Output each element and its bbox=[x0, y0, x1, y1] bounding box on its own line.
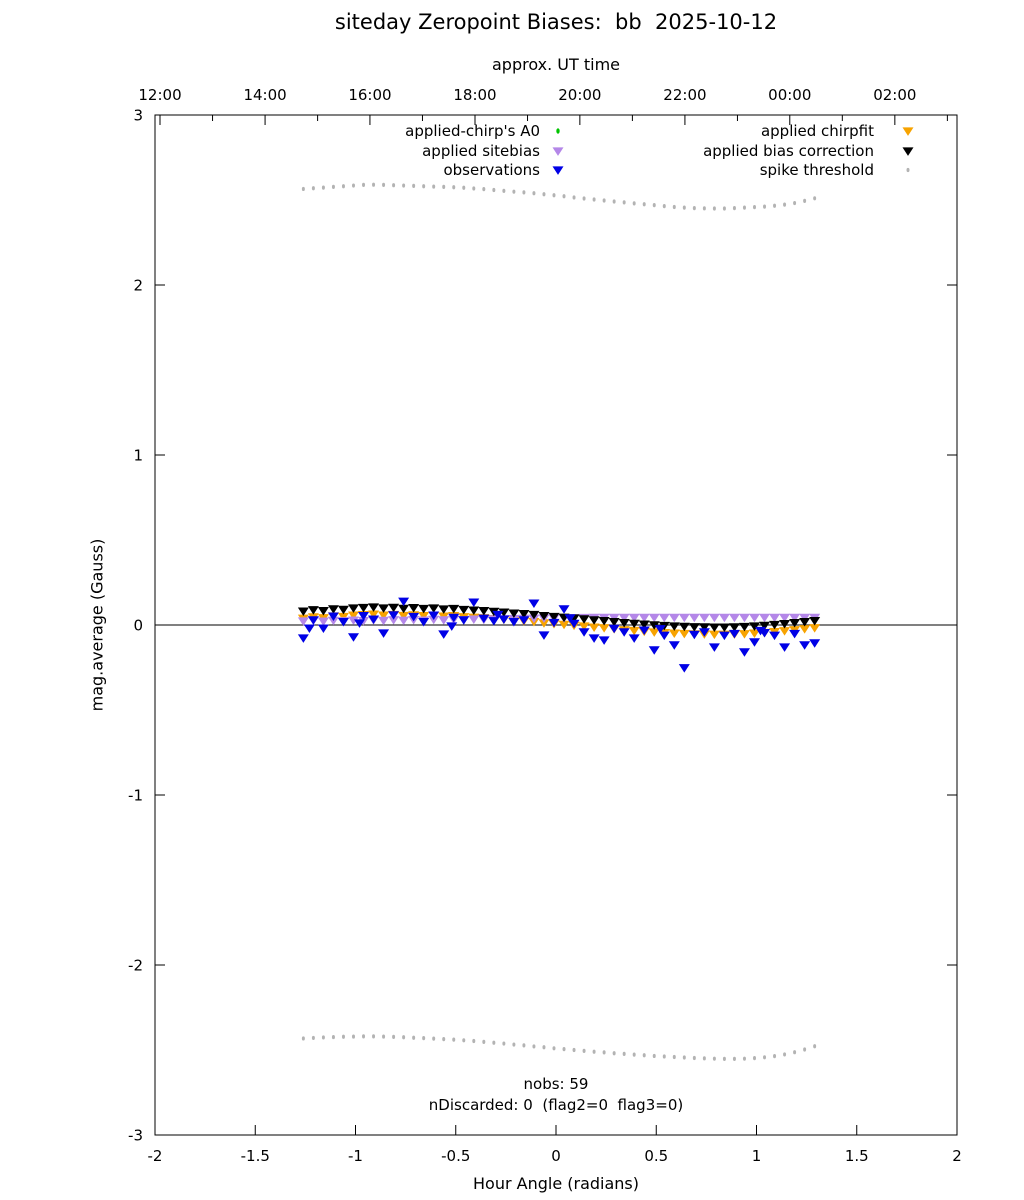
svg-text:-3: -3 bbox=[128, 1127, 143, 1145]
svg-text:applied sitebias: applied sitebias bbox=[422, 142, 540, 160]
svg-text:-1: -1 bbox=[128, 787, 143, 805]
svg-text:3: 3 bbox=[133, 107, 143, 125]
legend-entry-applied-chirps-a0: applied-chirp's A0 bbox=[405, 122, 560, 140]
svg-text:-2: -2 bbox=[148, 1147, 163, 1165]
svg-text:1.5: 1.5 bbox=[845, 1147, 869, 1165]
svg-text:applied chirpfit: applied chirpfit bbox=[761, 122, 874, 140]
x-axis-title: Hour Angle (radians) bbox=[473, 1174, 639, 1193]
svg-text:2: 2 bbox=[133, 277, 143, 295]
top-axis-title: approx. UT time bbox=[492, 55, 620, 74]
svg-text:applied bias correction: applied bias correction bbox=[703, 142, 874, 160]
svg-text:0.5: 0.5 bbox=[644, 1147, 668, 1165]
svg-text:00:00: 00:00 bbox=[768, 86, 811, 104]
svg-text:applied-chirp's A0: applied-chirp's A0 bbox=[405, 122, 540, 140]
svg-text:1: 1 bbox=[133, 447, 143, 465]
chart-title: siteday Zeropoint Biases: bb 2025-10-12 bbox=[334, 10, 778, 34]
legend-entry-applied-sitebias: applied sitebias bbox=[422, 142, 564, 160]
nobs-text: nobs: 59 bbox=[523, 1075, 589, 1093]
svg-text:02:00: 02:00 bbox=[873, 86, 916, 104]
series-applied-bias-correction bbox=[297, 603, 821, 632]
legend-entry-applied-chirpfit: applied chirpfit bbox=[761, 122, 914, 140]
svg-text:0: 0 bbox=[551, 1147, 561, 1165]
svg-text:-0.5: -0.5 bbox=[441, 1147, 470, 1165]
svg-text:14:00: 14:00 bbox=[243, 86, 286, 104]
svg-text:12:00: 12:00 bbox=[138, 86, 181, 104]
svg-text:-1.5: -1.5 bbox=[241, 1147, 270, 1165]
svg-text:observations: observations bbox=[443, 161, 540, 179]
svg-text:-2: -2 bbox=[128, 957, 143, 975]
svg-text:1: 1 bbox=[752, 1147, 762, 1165]
svg-text:-1: -1 bbox=[348, 1147, 363, 1165]
legend-entry-spike-threshold: spike threshold bbox=[760, 161, 910, 179]
svg-text:2: 2 bbox=[952, 1147, 962, 1165]
ndiscarded-text: nDiscarded: 0 (flag2=0 flag3=0) bbox=[428, 1096, 684, 1114]
top-axis-ticks: 12:00 14:00 16:00 18:00 20:00 22:00 00:00 02:00 bbox=[138, 86, 948, 125]
legend: applied-chirp's A0 applied chirpfit applie… bbox=[405, 122, 914, 179]
x-axis-ticks: -2 -1.5 -1 -0.5 0 0.5 1 1.5 2 bbox=[148, 1125, 962, 1165]
svg-text:22:00: 22:00 bbox=[663, 86, 706, 104]
svg-text:spike threshold: spike threshold bbox=[760, 161, 874, 179]
svg-text:0: 0 bbox=[133, 617, 143, 635]
svg-text:20:00: 20:00 bbox=[558, 86, 601, 104]
series-spike-threshold bbox=[301, 182, 817, 1061]
series-observations bbox=[297, 597, 821, 673]
legend-entry-observations: observations bbox=[443, 161, 564, 179]
legend-entry-applied-bias-correction: applied bias correction bbox=[703, 142, 914, 160]
svg-text:18:00: 18:00 bbox=[453, 86, 496, 104]
svg-text:16:00: 16:00 bbox=[348, 86, 391, 104]
